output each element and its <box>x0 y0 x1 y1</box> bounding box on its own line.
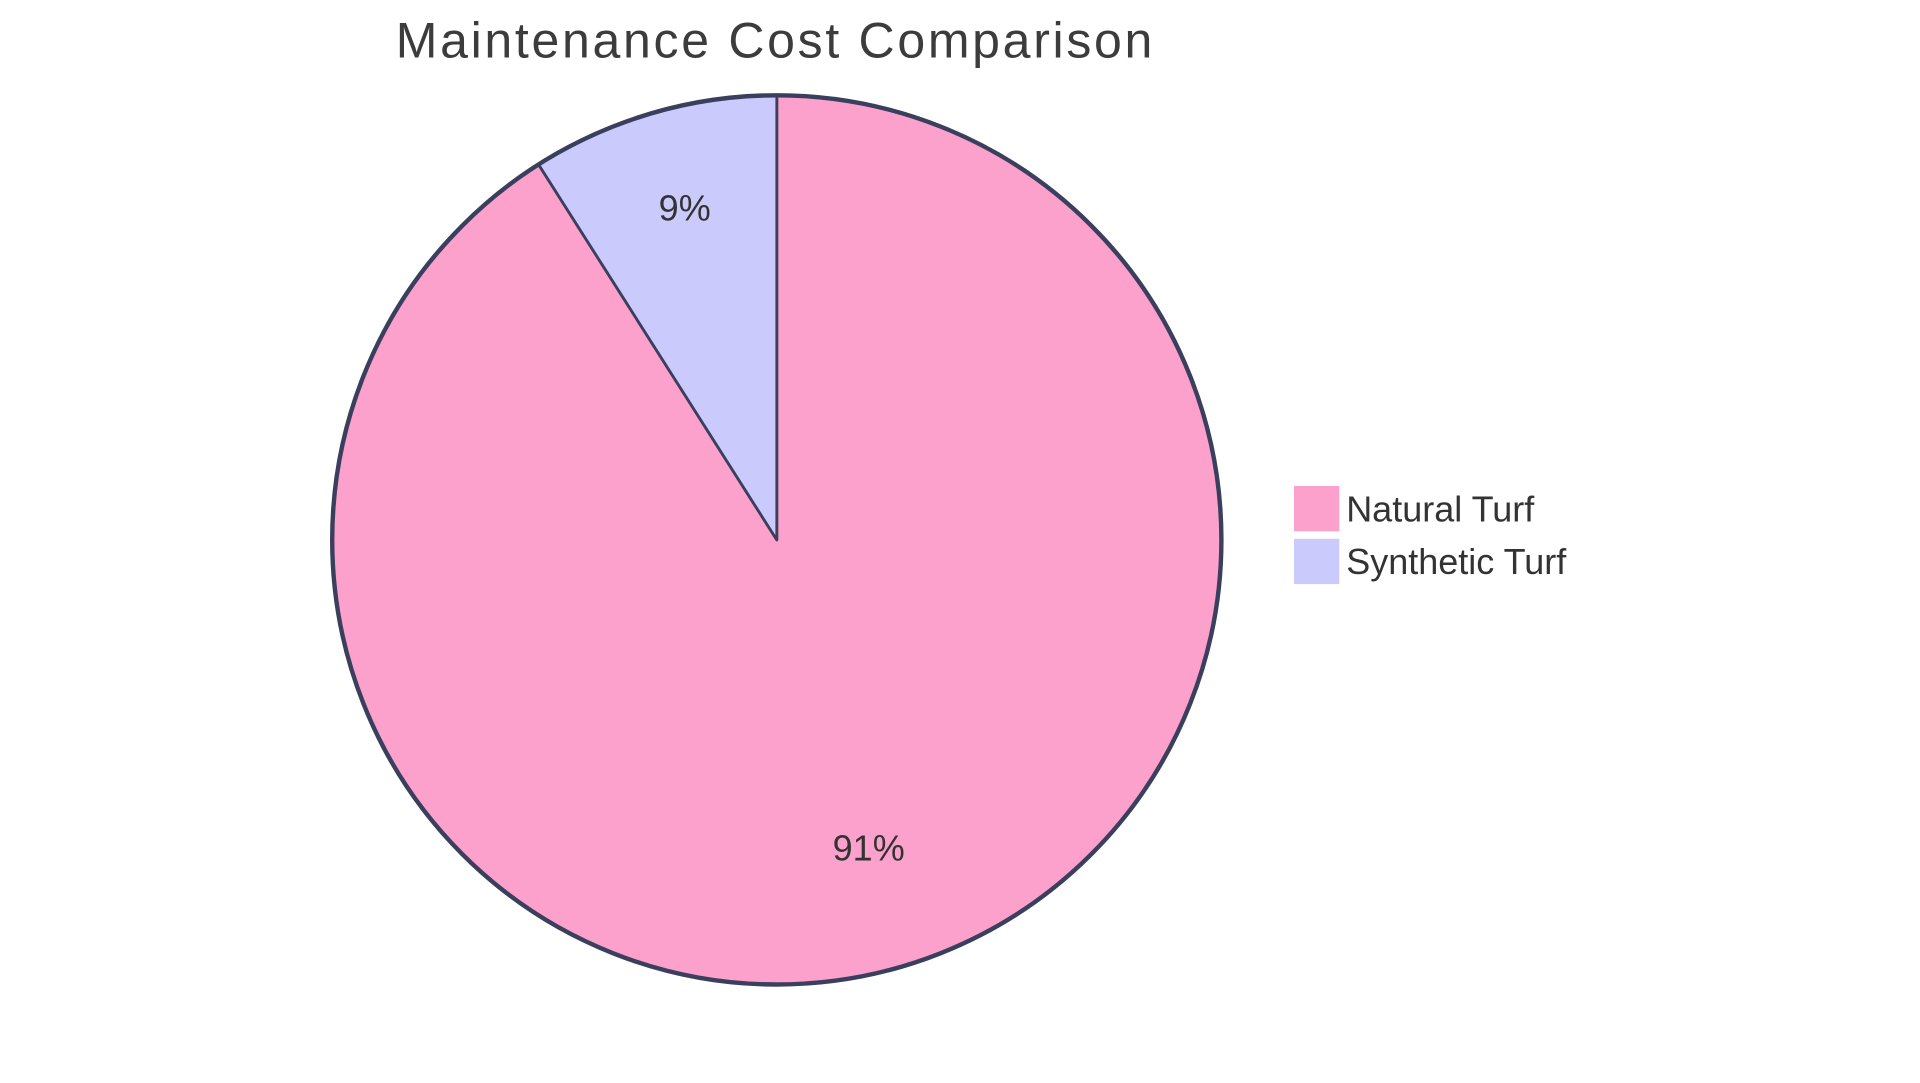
svg-text:Natural Turf: Natural Turf <box>1346 489 1535 530</box>
svg-text:Maintenance Cost Comparison: Maintenance Cost Comparison <box>396 12 1155 68</box>
svg-text:Synthetic Turf: Synthetic Turf <box>1346 541 1567 582</box>
svg-text:91%: 91% <box>833 828 905 869</box>
svg-text:9%: 9% <box>659 188 711 229</box>
